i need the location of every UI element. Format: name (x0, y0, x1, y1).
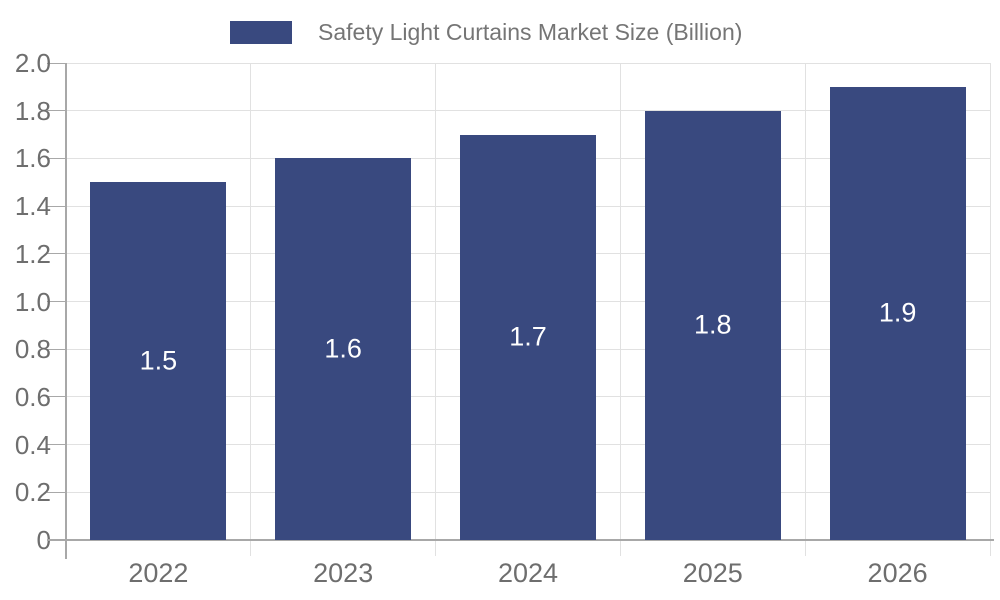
bar-2022: 1.5 (90, 182, 227, 540)
y-tick-mark (47, 253, 66, 255)
bar-value-label: 1.9 (878, 297, 917, 328)
y-tick-mark (47, 348, 66, 350)
x-tick-label: 2024 (497, 558, 559, 588)
bar-2023: 1.6 (275, 158, 412, 540)
gridline-vertical (250, 63, 252, 556)
bar-2026: 1.9 (829, 86, 966, 540)
y-tick-mark (47, 491, 66, 493)
gridline-vertical (619, 63, 621, 556)
y-tick-label: 0.4 (14, 429, 51, 460)
x-tick-label: 2022 (128, 558, 189, 588)
y-tick-mark (47, 301, 66, 302)
bar-value-label: 1.7 (509, 321, 547, 352)
x-tick-label: 2025 (682, 558, 743, 588)
legend: Safety Light Curtains Market Size (Billi… (230, 20, 742, 45)
gridline-horizontal (66, 62, 990, 64)
y-tick-mark (47, 157, 66, 159)
legend-label: Safety Light Curtains Market Size (Billi… (318, 19, 743, 45)
bar-value-label: 1.5 (139, 345, 178, 376)
bar-2025: 1.8 (644, 110, 781, 540)
y-tick-label: 0.8 (14, 334, 51, 365)
legend-swatch (230, 21, 292, 44)
bar-value-label: 1.8 (694, 309, 732, 340)
y-tick-mark (47, 396, 66, 398)
y-tick-mark (47, 110, 66, 112)
gridline-vertical (435, 63, 437, 556)
plot-area: 0 0.2 0.4 0.6 0.8 1.0 1.2 1.4 1.6 1.8 2.0 1.5 2022 1.… (15, 48, 994, 588)
x-tick-label: 2026 (867, 558, 928, 588)
x-axis-line (47, 539, 994, 541)
y-tick-label: 1.0 (14, 286, 51, 317)
y-tick-label: 0 (36, 525, 51, 555)
bar-value-label: 1.6 (324, 333, 362, 364)
bar-2024: 1.7 (460, 134, 596, 540)
y-tick-mark (47, 62, 66, 64)
y-tick-label: 1.8 (14, 95, 51, 126)
y-tick-label: 1.4 (14, 191, 51, 222)
y-tick-mark (47, 444, 66, 446)
y-axis-line (65, 63, 67, 559)
x-tick-label: 2023 (313, 558, 374, 588)
y-tick-label: 0.2 (14, 477, 51, 508)
gridline-horizontal (66, 110, 990, 112)
y-tick-mark (47, 205, 66, 207)
y-tick-label: 1.6 (14, 143, 51, 174)
y-tick-label: 2.0 (14, 48, 51, 78)
gridline-vertical (989, 63, 991, 556)
gridline-vertical (804, 63, 806, 556)
y-tick-label: 1.2 (14, 238, 51, 269)
y-tick-label: 0.6 (14, 381, 51, 412)
